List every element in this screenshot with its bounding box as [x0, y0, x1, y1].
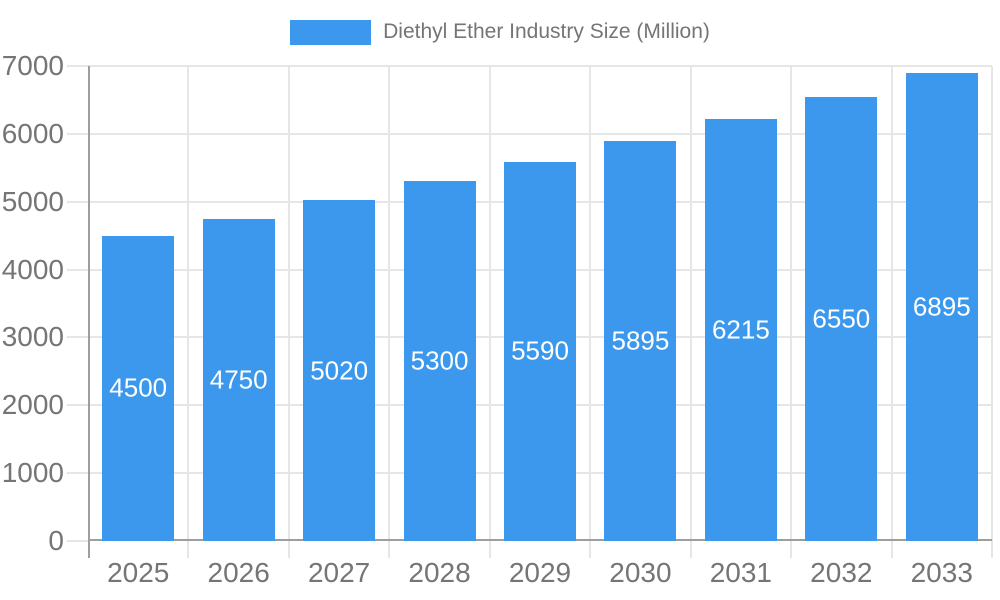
- x-axis-tick-label: 2033: [910, 557, 973, 588]
- y-axis-tick-label: 1000: [1, 457, 64, 489]
- bar-2026[interactable]: 4750: [202, 218, 275, 541]
- bar-value-label: 4500: [109, 372, 168, 403]
- v-gridline-6: [689, 66, 692, 558]
- x-axis-tick-label: 2026: [207, 557, 270, 588]
- v-gridline-8: [890, 66, 893, 558]
- y-axis-tick-label: 2000: [1, 389, 64, 421]
- legend-swatch-icon: [290, 19, 372, 45]
- bar-value-label: 6895: [912, 291, 971, 322]
- bar-2029[interactable]: 5590: [504, 161, 576, 541]
- bar-2028[interactable]: 5300: [403, 181, 476, 541]
- h-gridline-7000: [67, 65, 992, 67]
- y-axis-tick-label: 7000: [1, 50, 64, 81]
- bar-value-label: 5895: [611, 325, 670, 356]
- bar-2032[interactable]: 6550: [805, 96, 878, 541]
- bar-value-label: 5590: [511, 335, 569, 366]
- x-axis-tick-label: 2027: [307, 557, 371, 588]
- v-gridline-5: [589, 66, 592, 558]
- v-gridline-9: [991, 66, 993, 558]
- v-gridline-1: [187, 66, 190, 558]
- legend[interactable]: Diethyl Ether Industry Size (Million): [0, 14, 1000, 50]
- v-gridline-2: [287, 66, 290, 558]
- x-axis-tick-label: 2025: [107, 557, 170, 588]
- v-gridline-7: [790, 66, 793, 558]
- plot-area: 4500 4750 5020 5300 5590 5895 6215 6550 6895: [67, 65, 993, 558]
- y-axis-tick-label: 5000: [1, 185, 64, 217]
- bar-2033[interactable]: 6895: [905, 73, 978, 541]
- bar-value-label: 4750: [209, 364, 268, 395]
- bar-2027[interactable]: 5020: [303, 200, 376, 541]
- y-axis-tick-label: 6000: [1, 117, 64, 149]
- x-axis-tick-label: 2029: [508, 557, 572, 588]
- y-axis-line: [88, 66, 90, 558]
- h-gridline-6000: [67, 132, 992, 135]
- x-axis-tick-label: 2032: [810, 557, 873, 588]
- bar-2025[interactable]: 4500: [102, 235, 175, 541]
- y-axis-tick-label: 4000: [1, 253, 64, 285]
- x-axis-tick-label: 2028: [408, 557, 471, 588]
- v-gridline-3: [388, 66, 391, 558]
- y-axis-tick-label: 3000: [1, 321, 64, 353]
- bar-2030[interactable]: 5895: [604, 140, 677, 541]
- bar-value-label: 6215: [711, 314, 770, 345]
- bar-2031[interactable]: 6215: [704, 119, 777, 541]
- bar-value-label: 5300: [410, 345, 469, 376]
- x-axis-tick-label: 2030: [609, 557, 672, 588]
- y-axis-tick-label: 0: [48, 525, 64, 556]
- bar-value-label: 6550: [812, 303, 871, 334]
- bar-value-label: 5020: [310, 355, 369, 386]
- h-tick-0: [67, 540, 88, 542]
- x-axis-tick-label: 2031: [709, 557, 773, 588]
- legend-label: Diethyl Ether Industry Size (Million): [383, 20, 710, 43]
- v-gridline-4: [488, 66, 491, 558]
